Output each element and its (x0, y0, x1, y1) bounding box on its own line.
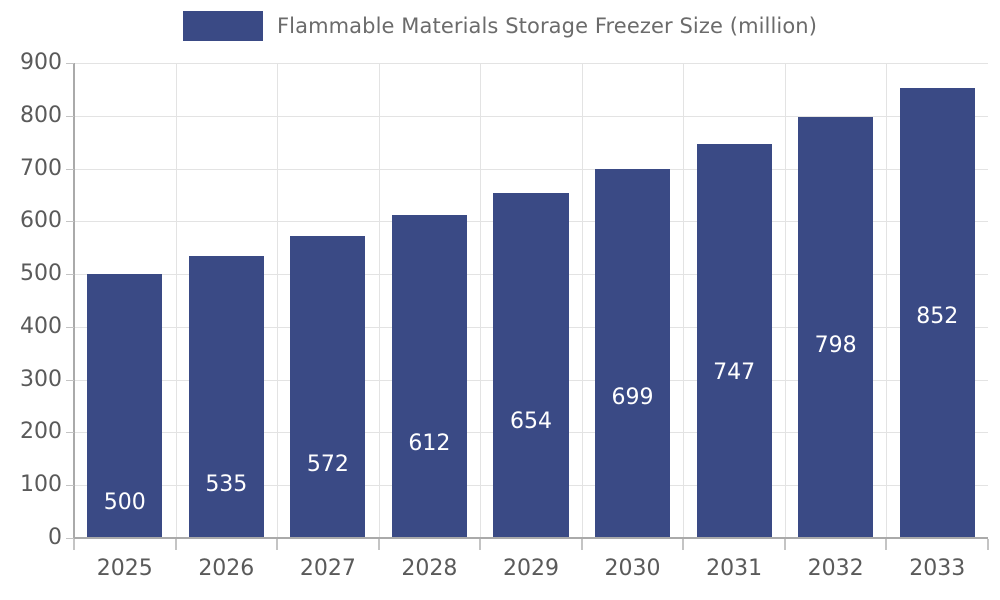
x-axis-tick-mark (885, 539, 888, 550)
y-axis-tick-mark (66, 274, 74, 276)
legend-label: Flammable Materials Storage Freezer Size… (276, 14, 818, 38)
gridline-horizontal (74, 63, 988, 64)
legend-color-swatch (182, 11, 263, 41)
x-axis-tick-label: 2033 (909, 556, 966, 581)
bar[interactable] (188, 255, 264, 538)
y-axis-tick-labels: 0 100 200 300 400 500 600 700 800 900 (0, 0, 62, 600)
y-axis-tick-label: 800 (20, 102, 62, 128)
bar-value-label: 654 (509, 408, 552, 434)
x-axis-tick-label: 2028 (401, 556, 458, 581)
bar-value-label: 612 (408, 431, 451, 456)
x-axis-tick-mark (682, 539, 685, 550)
bar[interactable] (798, 116, 874, 538)
x-axis-tick-mark (580, 539, 583, 550)
x-axis-tick-label: 2030 (604, 556, 661, 581)
y-axis-tick-label: 700 (20, 155, 62, 181)
y-axis-tick-label: 600 (20, 208, 62, 234)
bar[interactable] (290, 236, 366, 538)
chart-legend: Flammable Materials Storage Freezer Size… (0, 0, 1000, 52)
y-axis-tick-label: 500 (20, 261, 62, 287)
gridline-vertical (480, 63, 482, 538)
y-axis-tick-label: 400 (20, 313, 62, 339)
x-axis-tick-label: 2029 (502, 556, 559, 581)
x-axis-tick-label: 2026 (198, 556, 255, 581)
bar-value-label: 500 (103, 490, 146, 516)
bar[interactable] (594, 169, 671, 538)
bar-value-label: 798 (814, 332, 857, 358)
x-axis-line (74, 537, 988, 539)
plot-area: 500 535 572 612 654 699 747 798 852 (74, 63, 988, 539)
y-axis-tick-mark (66, 115, 74, 117)
y-axis-tick-mark (66, 538, 74, 539)
y-axis-tick-label: 900 (20, 50, 62, 75)
y-axis-line (73, 63, 75, 539)
gridline-vertical (378, 63, 380, 538)
bar[interactable] (696, 143, 772, 538)
bar[interactable] (391, 215, 467, 538)
y-axis-tick-mark (66, 221, 74, 223)
bar[interactable] (87, 274, 163, 538)
gridline-vertical (581, 63, 583, 538)
x-axis-tick-mark (377, 539, 380, 550)
x-axis-tick-mark (174, 539, 177, 550)
gridline-vertical (277, 63, 279, 538)
x-axis-tick-mark (73, 539, 75, 550)
bar-value-label: 852 (916, 304, 959, 330)
gridline-vertical (683, 63, 685, 538)
bar[interactable] (493, 192, 569, 538)
gridline-horizontal (74, 115, 988, 117)
x-axis-tick-mark (276, 539, 279, 550)
bar-value-label: 699 (611, 385, 654, 411)
y-axis-tick-label: 100 (20, 472, 62, 498)
x-axis-tick-label: 2031 (706, 556, 763, 581)
bar[interactable] (899, 88, 975, 538)
y-axis-tick-mark (66, 168, 74, 170)
bar-value-label: 572 (306, 452, 349, 478)
y-axis-tick-mark (66, 379, 74, 381)
y-axis-tick-mark (66, 485, 74, 487)
gridline-vertical (175, 63, 177, 538)
x-axis-tick-mark (479, 539, 482, 550)
x-axis-tick-mark (987, 539, 989, 550)
gridline-horizontal (74, 168, 988, 170)
x-axis-tick-mark (783, 539, 786, 550)
bar-value-label: 535 (205, 471, 248, 497)
gridline-vertical (886, 63, 888, 538)
bar-value-label: 747 (713, 359, 756, 385)
y-axis-tick-mark (66, 432, 74, 434)
gridline-vertical (784, 63, 786, 538)
x-axis-tick-label: 2027 (299, 556, 356, 581)
x-axis-tick-label: 2032 (807, 556, 864, 581)
y-axis-tick-label: 300 (20, 366, 62, 392)
y-axis-tick-mark (66, 63, 74, 64)
y-axis-tick-label: 200 (20, 419, 62, 445)
x-axis-tick-label: 2025 (96, 556, 153, 581)
y-axis-tick-mark (66, 326, 74, 328)
y-axis-tick-label: 0 (48, 525, 62, 550)
